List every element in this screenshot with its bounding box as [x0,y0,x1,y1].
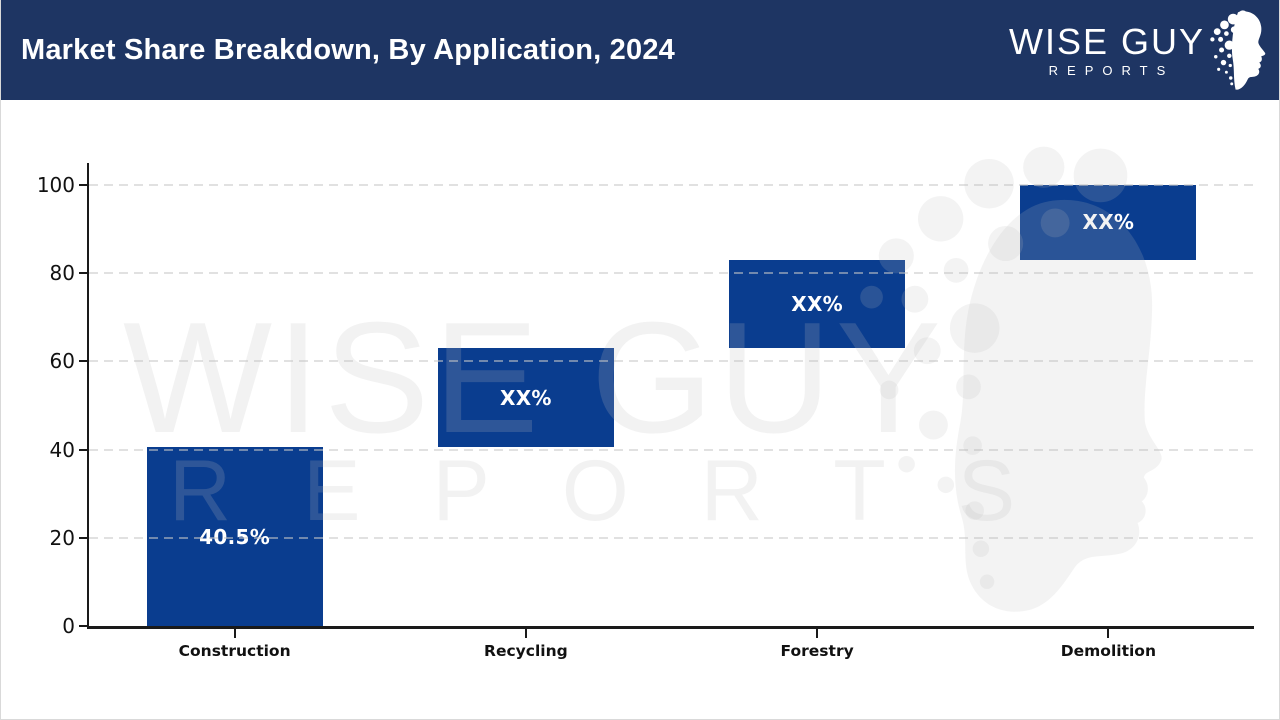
chart-area: 0 20 40 60 80 100 40.5% Construction XX% Recyclin… [1,100,1279,719]
y-tick-40 [79,448,88,451]
y-tick-20 [79,536,88,539]
gridline-40 [89,448,1254,451]
page-title: Market Share Breakdown, By Application, … [21,33,675,66]
x-tick-demolition [1107,628,1110,638]
y-tick-100 [79,184,88,186]
logo-text: WISE GUY REPORTS [1008,20,1205,78]
y-tick-label-60: 60 [49,349,75,374]
header: Market Share Breakdown, By Application, … [1,0,1279,100]
x-tick-label-forestry: Forestry [780,642,854,660]
y-tick-80 [79,272,88,275]
logo-subtitle: REPORTS [1048,62,1175,78]
bar-forestry: XX% [729,259,906,349]
x-tick-label-construction: Construction [178,642,291,660]
bar-value-label-demolition: XX% [1082,210,1135,235]
gridline-100 [89,184,1254,186]
x-tick-label-demolition: Demolition [1060,642,1156,660]
y-tick-60 [79,360,88,363]
x-tick-recycling [524,628,527,638]
y-tick-label-40: 40 [49,437,75,462]
logo-head-icon [1210,10,1266,90]
bar-value-label-construction: 40.5% [199,524,271,549]
x-axis [86,626,1254,629]
y-axis [86,163,89,629]
x-tick-construction [233,628,236,638]
bar-value-label-forestry: XX% [791,292,844,317]
logo-name: WISE GUY [1008,20,1205,62]
x-tick-label-recycling: Recycling [484,642,568,660]
gridline-20 [89,536,1254,539]
x-tick-forestry [816,628,819,638]
gridline-60 [89,360,1254,363]
y-tick-label-0: 0 [62,614,75,638]
wise-guy-logo: WISE GUY REPORTS [1009,9,1267,91]
bar-recycling: XX% [437,348,614,448]
bar-construction: 40.5% [146,447,323,626]
y-tick-label-20: 20 [49,525,75,550]
y-tick-label-100: 100 [36,173,75,197]
bar-value-label-recycling: XX% [499,385,552,410]
bar-demolition: XX% [1020,185,1197,260]
y-tick-0 [79,625,88,627]
gridline-80 [89,272,1254,275]
y-tick-label-80: 80 [49,261,75,286]
